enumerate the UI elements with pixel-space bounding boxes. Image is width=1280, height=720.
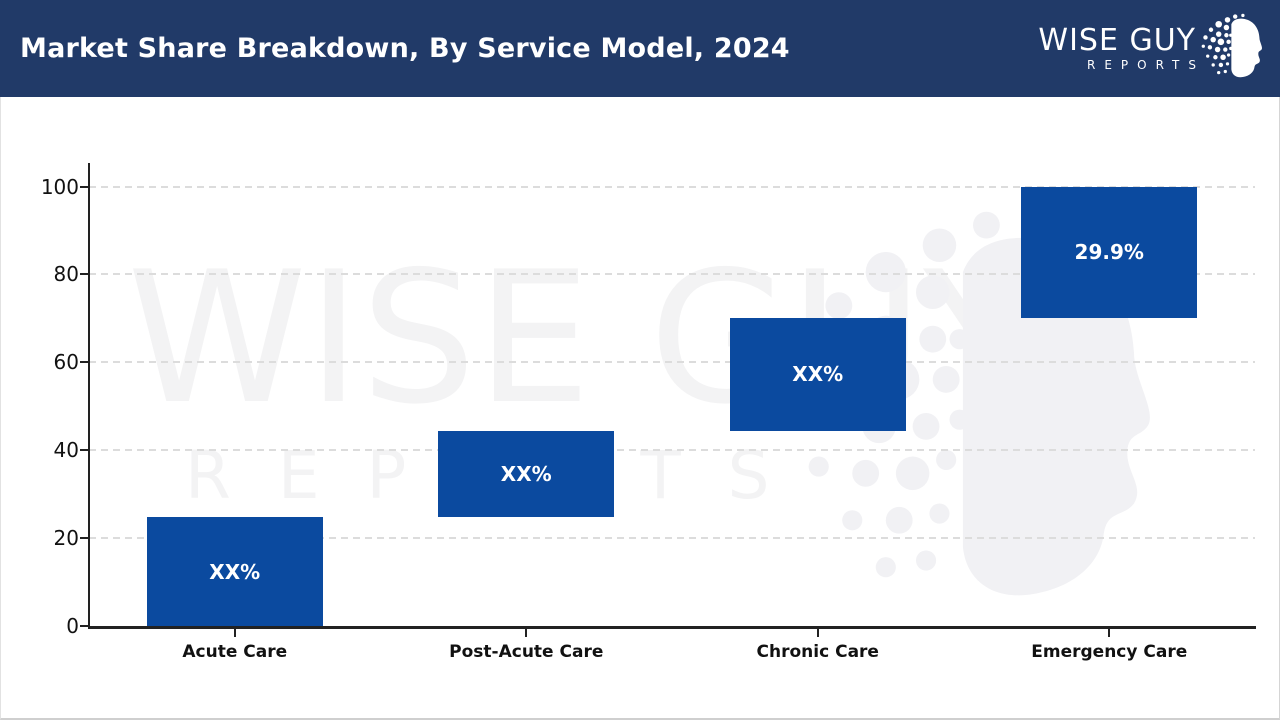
y-tick-mark [80,361,89,364]
chart-title: Market Share Breakdown, By Service Model… [20,33,790,64]
x-category-label: Emergency Care [1031,642,1188,662]
bar-segment: 29.9% [1021,186,1198,318]
y-tick-mark [80,273,89,276]
wiseguy-logo: WISE GUY REPORTS [1038,13,1266,85]
y-tick-label: 60 [53,350,79,375]
gridline [89,537,1255,540]
x-tick-mark [1108,628,1111,637]
bar-value-label: XX% [209,559,261,584]
header-bar: Market Share Breakdown, By Service Model… [0,0,1280,97]
bar-segment: XX% [729,317,906,431]
wiseguy-face-icon [1200,13,1266,85]
y-tick-label: 40 [53,438,79,463]
y-tick-mark [80,537,89,540]
x-category-label: Chronic Care [756,642,879,662]
x-tick-mark [816,628,819,637]
y-tick-label: 80 [53,262,79,287]
logo-text: WISE GUY REPORTS [1038,25,1196,73]
x-category-label: Acute Care [182,642,288,662]
gridline [89,449,1255,452]
y-tick-mark [80,185,89,188]
bar-segment: XX% [146,517,323,626]
gridline [89,361,1255,364]
y-axis-spine [88,163,90,628]
y-tick-mark [80,625,89,627]
y-tick-label: 20 [53,526,79,551]
x-category-label: Post-Acute Care [449,642,604,662]
logo-subtext: REPORTS [1086,58,1205,73]
bar-segment: XX% [438,430,615,518]
gridline [89,273,1255,276]
logo-wordmark: WISE GUY [1038,22,1196,58]
y-tick-label: 0 [66,614,79,638]
gridline [89,185,1255,188]
y-tick-label: 100 [40,174,79,199]
bar-value-label: XX% [500,462,552,487]
x-axis-spine [88,626,1256,629]
bar-value-label: 29.9% [1074,240,1144,265]
x-tick-mark [525,628,528,637]
y-tick-mark [80,449,89,452]
x-tick-mark [233,628,236,637]
bar-value-label: XX% [792,362,844,387]
